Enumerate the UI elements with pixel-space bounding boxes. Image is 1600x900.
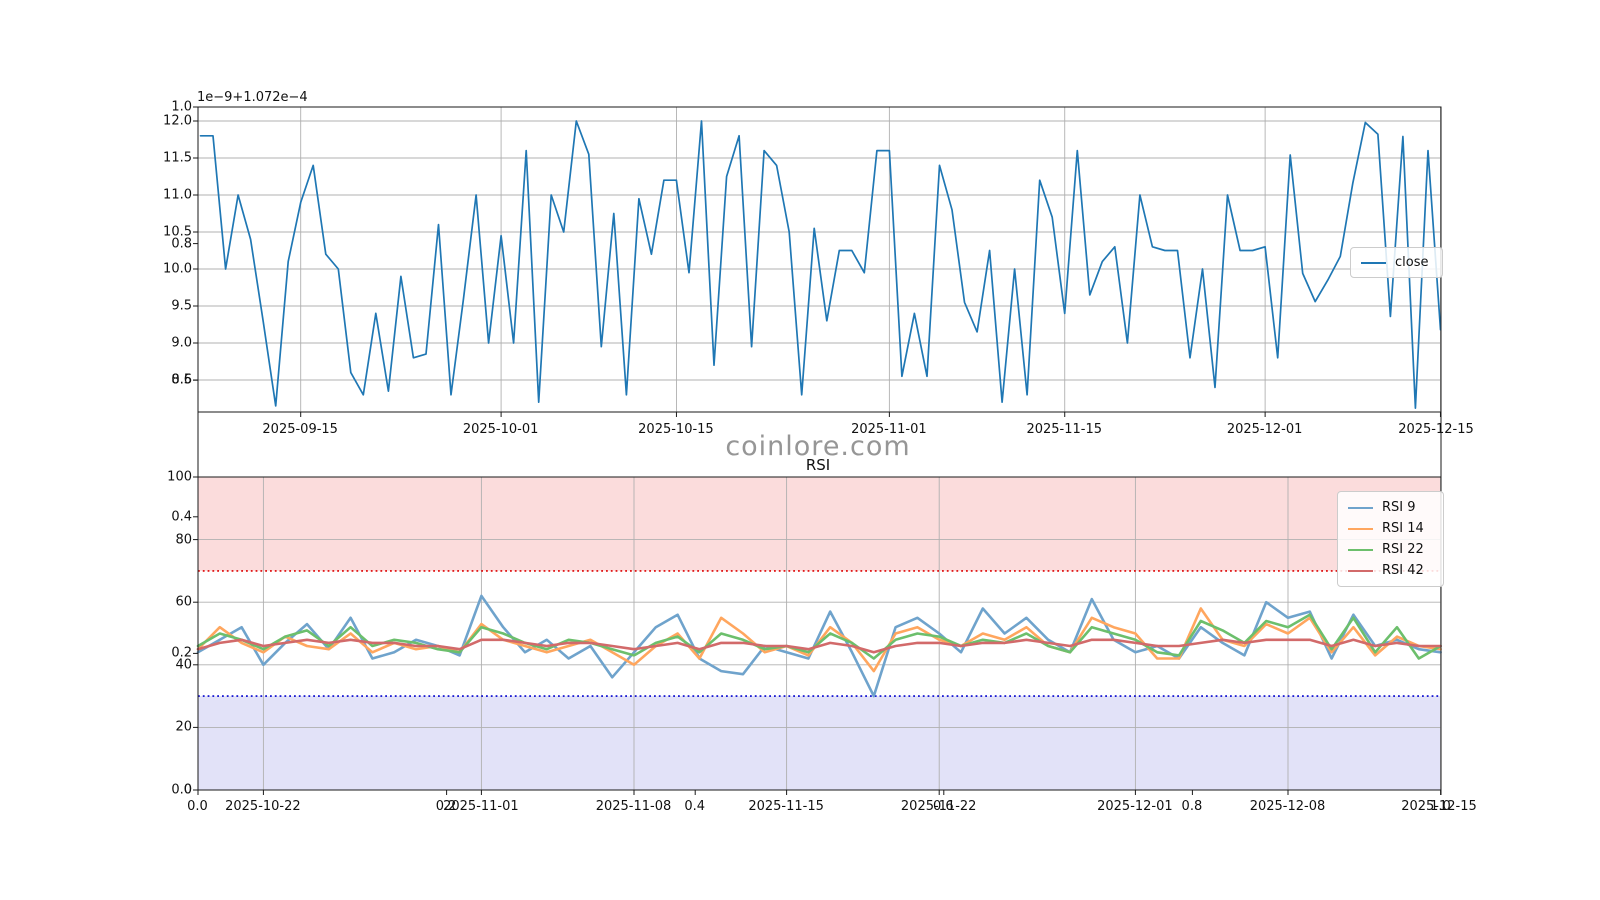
tick-label: 80 [175,532,192,548]
tick-label: 2025-12-15 [1401,799,1477,814]
tick-label: 11.5 [163,150,192,166]
tick-label: 0.0 [187,799,208,814]
rsi-plot [192,476,1442,795]
tick-label: 0.2 [171,645,192,661]
tick-label: 0.2 [435,799,457,814]
tick-label: 40 [175,657,192,673]
tick-label: 2025-11-01 [443,799,519,814]
tick-label: 2025-09-15 [262,422,338,437]
tick-label: 9.0 [171,335,192,351]
legend-row-rsi14: RSI 14 [1348,518,1433,539]
close-line-swatch [1361,261,1386,264]
tick-label: 2025-11-15 [1026,422,1102,437]
tick-label: 0.4 [684,799,706,814]
legend-row-rsi9: RSI 9 [1348,497,1433,518]
tick-label: 10.0 [163,261,192,277]
legend-close: close [1350,247,1443,278]
tick-label: 2025-10-15 [638,422,714,437]
tick-label: 2025-11-01 [851,422,927,437]
tick-label: 2025-10-22 [225,799,301,814]
y-axis-offset-text: 1e−9+1.072e−4 [197,90,308,105]
legend-label-rsi22: RSI 22 [1382,542,1424,557]
tick-label: 0 [183,782,192,798]
legend-label-rsi9: RSI 9 [1382,500,1416,515]
tick-label: 2025-12-01 [1097,799,1173,814]
tick-label: 0.8 [171,236,192,252]
price-plot [192,106,1441,417]
tick-label: 2025-12-15 [1398,422,1474,437]
legend-row-rsi42: RSI 42 [1348,560,1433,581]
tick-label: 0.6 [171,372,192,388]
rsi22-line-swatch [1348,548,1373,551]
tick-label: 2025-11-22 [900,799,977,814]
tick-label: 100 [167,469,192,485]
tick-label: 0.6 [932,799,954,814]
tick-label: 20 [175,719,192,735]
tick-label: 2025-10-01 [462,422,539,437]
tick-label: 9.5 [171,298,192,314]
rsi9-line-swatch [1348,506,1373,509]
rsi-panel-title: RSI [805,456,831,474]
tick-label: 1.0 [1430,799,1451,814]
tick-label: 2025-11-08 [595,799,672,814]
legend-rsi: RSI 9 RSI 14 RSI 22 RSI 42 [1337,491,1444,587]
tick-label: 2025-12-08 [1249,799,1326,814]
tick-label: 2025-11-15 [748,799,824,814]
tick-label: 0.0 [171,782,192,798]
tick-label: 0.8 [1181,799,1203,814]
tick-label: 1.0 [171,99,192,115]
tick-label: 2025-12-01 [1226,422,1303,437]
rsi14-line-swatch [1348,527,1373,530]
tick-label: 60 [175,594,192,610]
legend-label-rsi14: RSI 14 [1382,521,1424,536]
legend-label-rsi42: RSI 42 [1382,563,1424,578]
tick-label: 10.5 [163,224,192,240]
rsi42-line-swatch [1348,569,1373,572]
legend-label-close: close [1395,255,1429,270]
tick-label: 12.0 [163,113,192,129]
legend-row-rsi22: RSI 22 [1348,539,1433,560]
tick-label: 11.0 [163,187,192,203]
watermark: coinlore.com [725,431,911,462]
tick-label: 8.5 [171,372,192,388]
tick-label: 0.4 [171,509,192,525]
